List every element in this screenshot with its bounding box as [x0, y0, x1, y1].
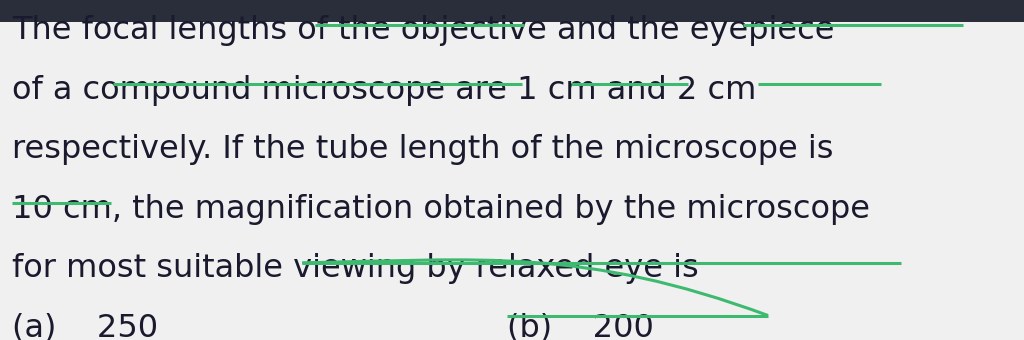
Text: (a)    250: (a) 250	[12, 313, 159, 340]
Text: (b)    200: (b) 200	[507, 313, 653, 340]
Text: respectively. If the tube length of the microscope is: respectively. If the tube length of the …	[12, 134, 834, 165]
Text: 10 cm, the magnification obtained by the microscope: 10 cm, the magnification obtained by the…	[12, 194, 870, 225]
FancyBboxPatch shape	[0, 22, 1024, 340]
Text: for most suitable viewing by relaxed eye is: for most suitable viewing by relaxed eye…	[12, 253, 699, 284]
Text: The focal lengths of the objective and the eyepiece: The focal lengths of the objective and t…	[12, 15, 835, 46]
Text: of a compound microscope are 1 cm and 2 cm: of a compound microscope are 1 cm and 2 …	[12, 75, 757, 106]
